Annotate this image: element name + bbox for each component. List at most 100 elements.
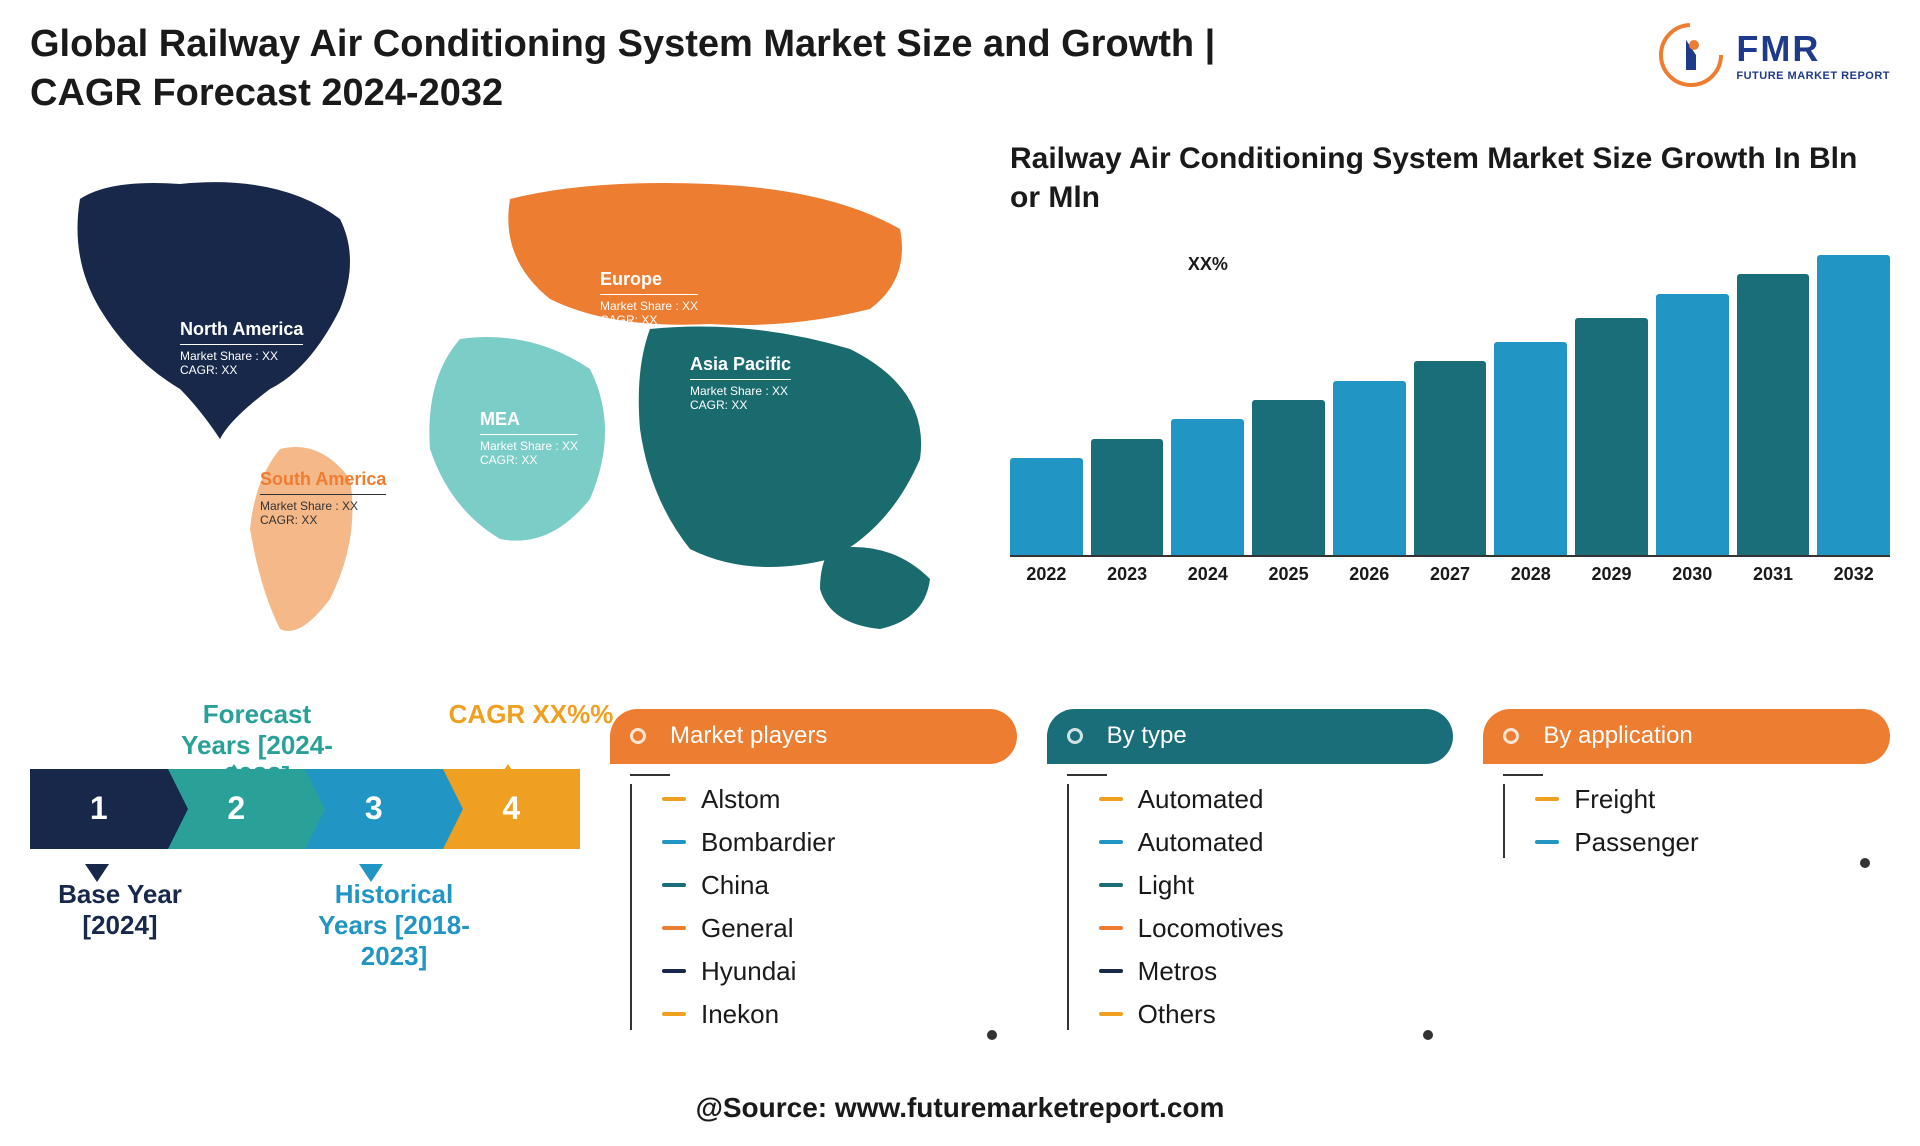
category-item: China — [662, 870, 1017, 901]
category-marker — [1099, 969, 1123, 973]
category-item: Hyundai — [662, 956, 1017, 987]
bar-2032: XX%2032 — [1817, 255, 1890, 555]
source: @Source: www.futuremarketreport.com — [30, 1092, 1890, 1124]
bar-year-label: 2022 — [1026, 564, 1066, 585]
region-info: Market Share : XXCAGR: XX — [180, 344, 303, 377]
bar-year-label: 2029 — [1591, 564, 1631, 585]
category-item-label: Passenger — [1574, 827, 1698, 858]
category-item: Automated — [1099, 827, 1454, 858]
category-item-label: Hyundai — [701, 956, 796, 987]
logo-abbr: FMR — [1736, 28, 1890, 70]
bar-rect — [1817, 255, 1890, 555]
timeline-arrow-1 — [85, 864, 109, 882]
bar-rect — [1010, 458, 1083, 555]
bar-year-label: 2024 — [1188, 564, 1228, 585]
logo-subtitle: FUTURE MARKET REPORT — [1736, 70, 1890, 82]
category-item-label: China — [701, 870, 769, 901]
bar-year-label: 2025 — [1269, 564, 1309, 585]
category-marker — [1099, 926, 1123, 930]
category-marker — [1099, 1012, 1123, 1016]
bar-2027: 2027 — [1414, 361, 1487, 555]
region-info: Market Share : XXCAGR: XX — [690, 379, 791, 412]
category-item-label: Metros — [1138, 956, 1217, 987]
main-row: North AmericaMarket Share : XXCAGR: XX So… — [30, 129, 1890, 649]
bar-year-label: 2026 — [1349, 564, 1389, 585]
bar-rect — [1171, 419, 1244, 554]
timeline-arrow-2 — [222, 764, 246, 782]
bar-rect — [1737, 274, 1810, 555]
category-marker — [662, 926, 686, 930]
category-item-label: Locomotives — [1138, 913, 1284, 944]
category-item: Alstom — [662, 784, 1017, 815]
category-column-1: By typeAutomatedAutomatedLightLocomotive… — [1047, 709, 1454, 1042]
region-label-europe: Europe Market Share : XXCAGR: XX — [600, 269, 698, 327]
bar-2031: 2031 — [1737, 274, 1810, 555]
timeline-label-4: CAGR XX%% — [441, 699, 621, 730]
region-label-north-america: North AmericaMarket Share : XXCAGR: XX — [180, 319, 303, 377]
region-name: Europe — [600, 269, 698, 290]
bar-2025: 2025 — [1252, 400, 1325, 555]
bar-year-label: 2027 — [1430, 564, 1470, 585]
category-item-label: Automated — [1138, 827, 1264, 858]
category-column-0: Market players Alstom Bombardier China Gener… — [610, 709, 1017, 1042]
category-column-2: By application Freight Passenger — [1483, 709, 1890, 1042]
category-item: Inekon — [662, 999, 1017, 1030]
timeline: 1234 Base Year [2024]Forecast Years [202… — [30, 709, 580, 1042]
category-item: General — [662, 913, 1017, 944]
category-item: Automated — [1099, 784, 1454, 815]
bar-2028: 2028 — [1494, 342, 1567, 555]
bar-year-label: 2032 — [1834, 564, 1874, 585]
category-item-label: Bombardier — [701, 827, 835, 858]
category-marker — [1535, 797, 1559, 801]
bar-rect — [1575, 318, 1648, 555]
category-list: Alstom Bombardier China General Hyundai Ineko… — [630, 784, 1017, 1030]
region-label-mea: MEAMarket Share : XXCAGR: XX — [480, 409, 578, 467]
region-north-america — [78, 182, 351, 439]
page-title: Global Railway Air Conditioning System M… — [30, 20, 1330, 119]
logo-text: FMR FUTURE MARKET REPORT — [1736, 28, 1890, 82]
logo-icon — [1656, 20, 1726, 90]
category-item: Locomotives — [1099, 913, 1454, 944]
bar-chart: 20222023XX%20242025202620272028202920302… — [1010, 237, 1890, 557]
category-header: By type — [1047, 709, 1454, 764]
category-marker — [662, 883, 686, 887]
region-label-south-america: South AmericaMarket Share : XXCAGR: XX — [260, 469, 386, 527]
header: Global Railway Air Conditioning System M… — [30, 20, 1890, 119]
category-marker — [1535, 840, 1559, 844]
bar-year-label: 2031 — [1753, 564, 1793, 585]
bar-2030: 2030 — [1656, 294, 1729, 555]
timeline-arrow-4 — [496, 764, 520, 782]
region-info: Market Share : XXCAGR: XX — [260, 494, 386, 527]
bar-rect — [1414, 361, 1487, 555]
bar-2024: XX%2024 — [1171, 419, 1244, 554]
category-item: Metros — [1099, 956, 1454, 987]
category-marker — [662, 797, 686, 801]
category-marker — [662, 840, 686, 844]
timeline-arrow-3 — [359, 864, 383, 882]
category-header-label: By application — [1543, 722, 1692, 750]
category-marker — [1099, 883, 1123, 887]
bar-2026: 2026 — [1333, 381, 1406, 555]
timeline-segment-1: 1 — [30, 769, 168, 849]
category-item: Freight — [1535, 784, 1890, 815]
bar-rect — [1494, 342, 1567, 555]
bar-rect — [1333, 381, 1406, 555]
categories: Market players Alstom Bombardier China Gener… — [610, 709, 1890, 1042]
region-info: Market Share : XXCAGR: XX — [600, 294, 698, 327]
bar-rect — [1656, 294, 1729, 555]
category-bullet-icon — [630, 728, 646, 744]
region-australia — [820, 547, 930, 629]
category-marker — [662, 1012, 686, 1016]
category-item-label: Automated — [1138, 784, 1264, 815]
timeline-label-1: Base Year [2024] — [30, 879, 210, 941]
category-header: Market players — [610, 709, 1017, 764]
region-info: Market Share : XXCAGR: XX — [480, 434, 578, 467]
category-header: By application — [1483, 709, 1890, 764]
category-marker — [662, 969, 686, 973]
category-item-label: Others — [1138, 999, 1216, 1030]
infographic-container: Global Railway Air Conditioning System M… — [0, 0, 1920, 1146]
region-label-asia-pacific: Asia PacificMarket Share : XXCAGR: XX — [690, 354, 791, 412]
bottom-row: 1234 Base Year [2024]Forecast Years [202… — [30, 709, 1890, 1042]
category-item: Passenger — [1535, 827, 1890, 858]
bar-2023: 2023 — [1091, 439, 1164, 555]
